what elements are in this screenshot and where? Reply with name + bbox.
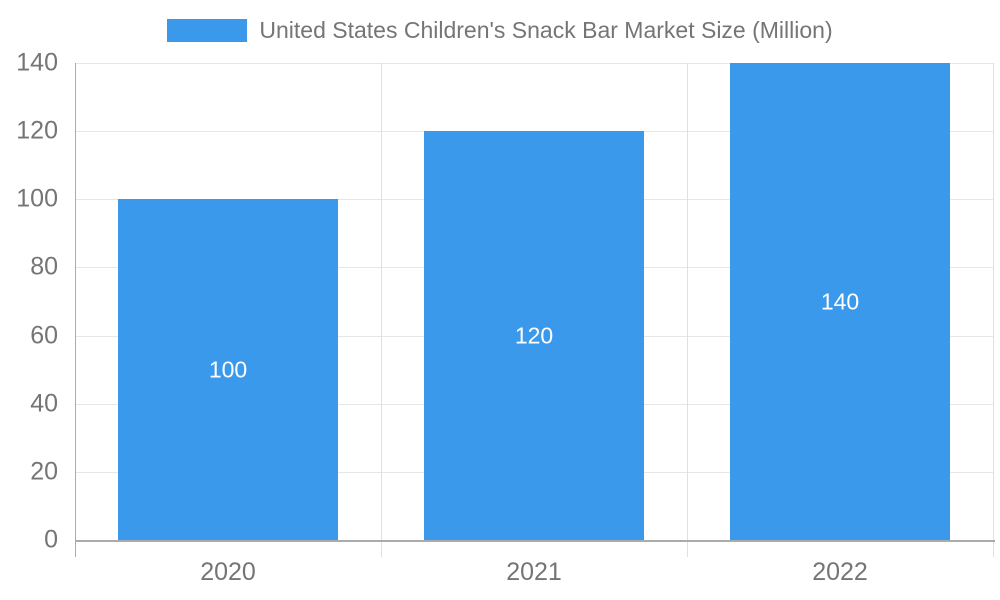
x-tick-label: 2020 xyxy=(200,558,256,586)
x-axis-labels: 2020 2021 2022 xyxy=(75,558,993,590)
y-axis-labels: 0 20 40 60 80 100 120 140 xyxy=(0,0,58,600)
plot-area: 100 120 140 xyxy=(75,63,995,557)
category-separator xyxy=(381,63,382,557)
x-axis-line xyxy=(75,540,995,542)
y-axis-line xyxy=(75,63,76,557)
legend-label: United States Children's Snack Bar Marke… xyxy=(259,17,833,43)
y-tick-label: 100 xyxy=(16,184,58,213)
bar-value-label: 100 xyxy=(208,356,248,382)
bar[interactable]: 140 xyxy=(730,63,950,540)
gridline xyxy=(75,63,993,64)
y-tick-label: 140 xyxy=(16,48,58,77)
bar-value-label: 140 xyxy=(820,288,860,314)
x-tick-label: 2022 xyxy=(812,558,868,586)
y-tick-label: 120 xyxy=(16,116,58,145)
y-tick-label: 40 xyxy=(30,389,58,418)
bar-value-label: 120 xyxy=(514,322,554,348)
y-tick-label: 20 xyxy=(30,457,58,486)
y-tick-label: 80 xyxy=(30,252,58,281)
y-tick-label: 60 xyxy=(30,321,58,350)
category-separator xyxy=(687,63,688,557)
legend[interactable]: United States Children's Snack Bar Marke… xyxy=(0,17,1000,44)
bar[interactable]: 100 xyxy=(118,199,338,540)
x-tick-label: 2021 xyxy=(506,558,562,586)
bar[interactable]: 120 xyxy=(424,131,644,540)
y-tick-label: 0 xyxy=(44,525,58,554)
legend-swatch xyxy=(167,19,248,42)
category-separator xyxy=(993,63,994,557)
